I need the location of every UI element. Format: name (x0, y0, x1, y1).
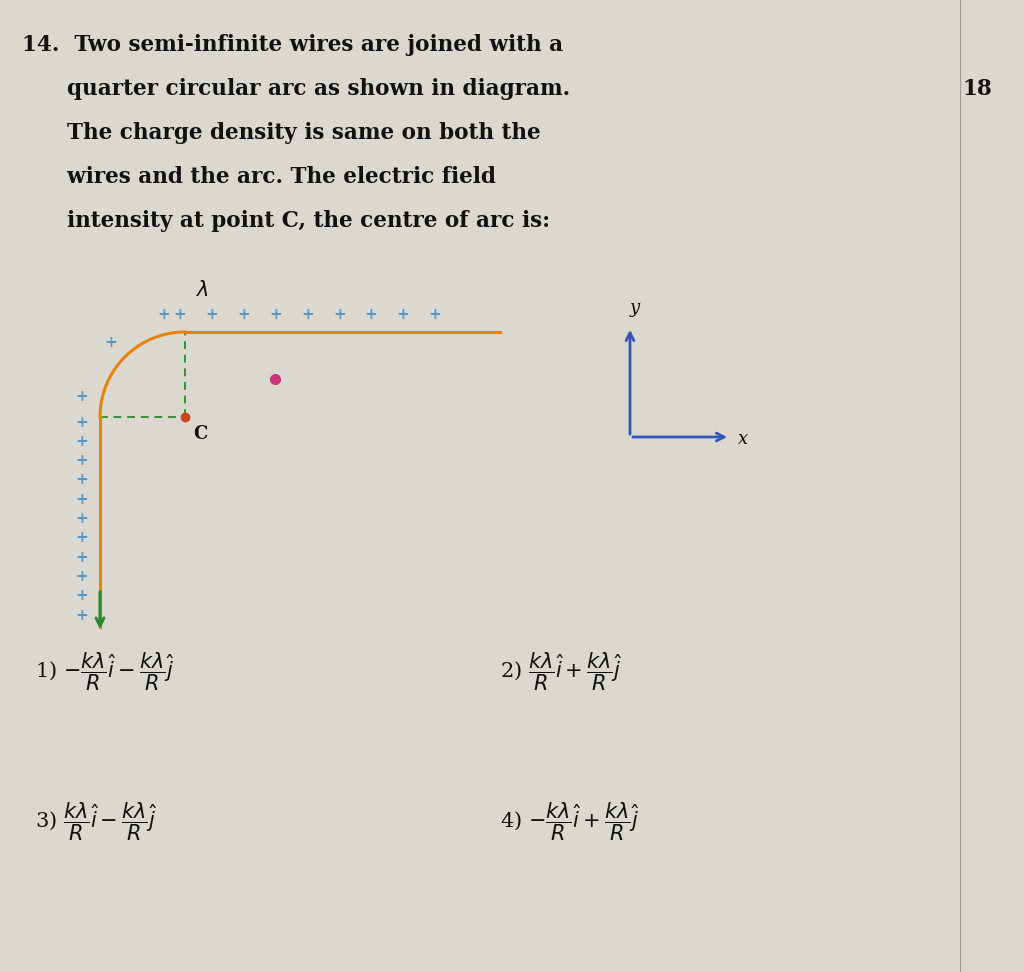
Text: +: + (158, 306, 171, 322)
Text: +: + (76, 434, 88, 449)
Text: +: + (76, 389, 88, 403)
Text: 14.  Two semi-infinite wires are joined with a: 14. Two semi-infinite wires are joined w… (22, 34, 563, 56)
Text: +: + (76, 511, 88, 526)
Text: 3) $\dfrac{k\lambda}{R}\hat{i}-\dfrac{k\lambda}{R}\hat{j}$: 3) $\dfrac{k\lambda}{R}\hat{i}-\dfrac{k\… (35, 801, 158, 844)
Text: +: + (76, 569, 88, 584)
Text: x: x (738, 430, 749, 448)
Text: intensity at point C, the centre of arc is:: intensity at point C, the centre of arc … (22, 210, 550, 232)
Text: +: + (76, 531, 88, 545)
Text: 1) $-\dfrac{k\lambda}{R}\hat{i}-\dfrac{k\lambda}{R}\hat{j}$: 1) $-\dfrac{k\lambda}{R}\hat{i}-\dfrac{k… (35, 650, 175, 693)
Text: The charge density is same on both the: The charge density is same on both the (22, 122, 541, 144)
Text: wires and the arc. The electric field: wires and the arc. The electric field (22, 166, 496, 188)
Text: +: + (76, 608, 88, 622)
Text: +: + (365, 306, 378, 322)
Text: +: + (76, 472, 88, 487)
Text: +: + (76, 453, 88, 469)
Text: +: + (206, 306, 218, 322)
Text: y: y (630, 299, 640, 317)
Text: $\lambda$: $\lambda$ (197, 280, 210, 300)
Text: +: + (269, 306, 282, 322)
Text: 18: 18 (962, 78, 992, 100)
Text: 2) $\dfrac{k\lambda}{R}\hat{i}+\dfrac{k\lambda}{R}\hat{j}$: 2) $\dfrac{k\lambda}{R}\hat{i}+\dfrac{k\… (500, 650, 623, 693)
Text: C: C (193, 425, 208, 443)
Text: +: + (76, 549, 88, 565)
Text: +: + (174, 306, 186, 322)
Text: +: + (76, 492, 88, 506)
Text: +: + (238, 306, 250, 322)
Text: +: + (301, 306, 314, 322)
Text: +: + (76, 414, 88, 430)
Text: +: + (333, 306, 346, 322)
Text: quarter circular arc as shown in diagram.: quarter circular arc as shown in diagram… (22, 78, 570, 100)
Text: +: + (429, 306, 441, 322)
Text: 4) $-\dfrac{k\lambda}{R}\hat{i}+\dfrac{k\lambda}{R}\hat{j}$: 4) $-\dfrac{k\lambda}{R}\hat{i}+\dfrac{k… (500, 801, 640, 844)
Text: +: + (396, 306, 410, 322)
Text: +: + (104, 335, 117, 350)
Text: +: + (76, 588, 88, 604)
